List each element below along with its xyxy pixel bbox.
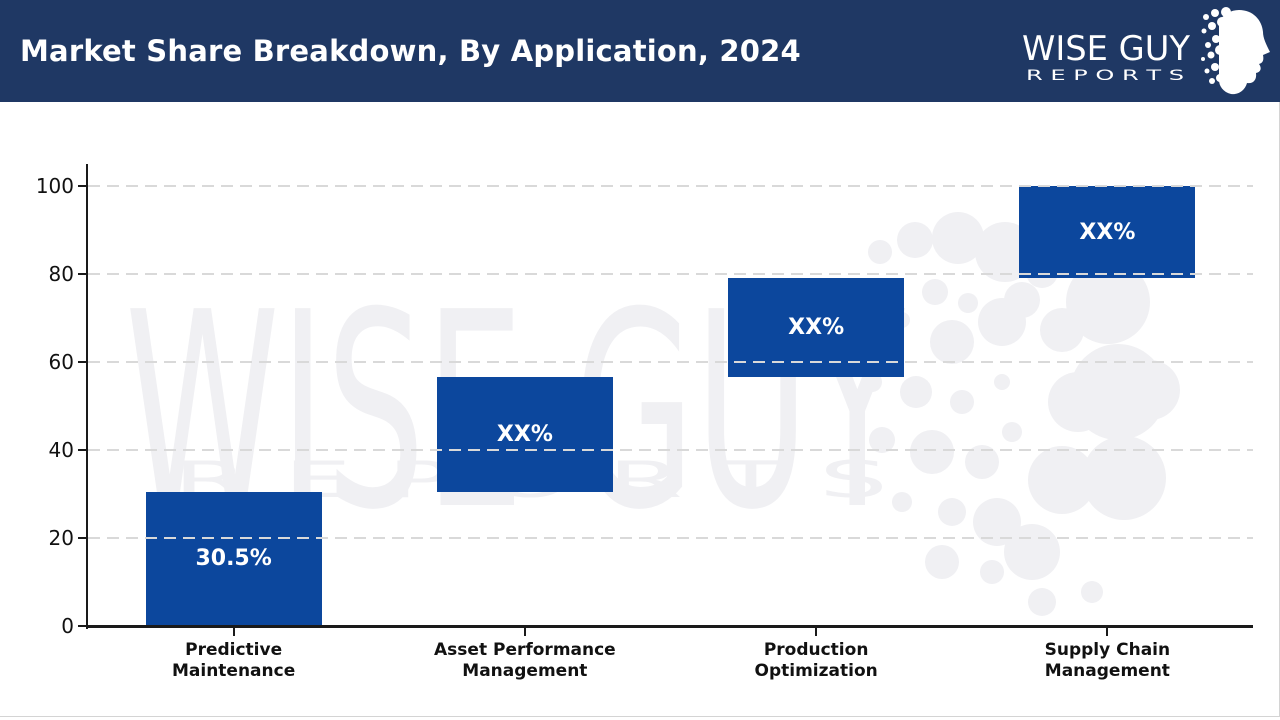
bar-segment: XX% [1019, 186, 1196, 279]
bar-segment: XX% [436, 377, 613, 492]
y-tick-label: 40 [48, 438, 74, 462]
gridline [88, 361, 1253, 363]
brand-logo-name: WISE GUY [1022, 29, 1190, 69]
brand-logo: WISE GUY R E P O R T S [1020, 7, 1272, 95]
y-tick-label: 100 [35, 174, 74, 198]
x-tick-mark [523, 628, 526, 636]
bar-value-label: 30.5% [195, 546, 272, 572]
x-axis [86, 625, 1253, 628]
x-category-label: Supply Chain Management [1044, 640, 1171, 681]
y-tick-label: 80 [48, 262, 74, 286]
bar-segment: XX% [728, 278, 905, 378]
x-category-label: Asset Performance Management [434, 640, 616, 681]
x-category-label: Production Optimization [754, 640, 878, 681]
y-tick-label: 60 [48, 350, 74, 374]
bottom-border-line [0, 716, 1280, 717]
plot-region: 30.5% Predictive Maintenance XX% Asset Perf… [0, 102, 1280, 720]
bar-value-label: XX% [1079, 219, 1136, 245]
gridline [88, 449, 1253, 451]
bar-value-label: XX% [788, 315, 845, 341]
y-tick-mark [78, 449, 86, 451]
brand-logo-subtitle: R E P O R T S [1026, 68, 1184, 84]
x-tick-mark [232, 628, 235, 636]
y-tick-mark [78, 185, 86, 187]
header-bar: Market Share Breakdown, By Application, … [0, 0, 1280, 102]
y-tick-mark [78, 625, 86, 627]
x-tick-mark [1106, 628, 1109, 636]
gridline [88, 185, 1253, 187]
y-tick-mark [78, 361, 86, 363]
gridline [88, 537, 1253, 539]
bar-value-label: XX% [496, 422, 553, 448]
gridline [88, 273, 1253, 275]
head-profile-icon [1201, 7, 1270, 95]
y-tick-mark [78, 273, 86, 275]
x-tick-mark [815, 628, 818, 636]
y-tick-mark [78, 537, 86, 539]
brand-logo-text: WISE GUY R E P O R T S [1022, 29, 1190, 84]
y-tick-label: 20 [48, 526, 74, 550]
y-axis [86, 164, 88, 629]
y-tick-label: 0 [61, 614, 74, 638]
x-category-label: Predictive Maintenance [171, 640, 296, 681]
watermark-face-dots [862, 212, 1180, 616]
bar-segment: 30.5% [145, 491, 322, 626]
chart-title: Market Share Breakdown, By Application, … [20, 34, 801, 68]
chart-area: WISE GUY R E P O R T S 30.5%Predictive M… [0, 102, 1280, 720]
